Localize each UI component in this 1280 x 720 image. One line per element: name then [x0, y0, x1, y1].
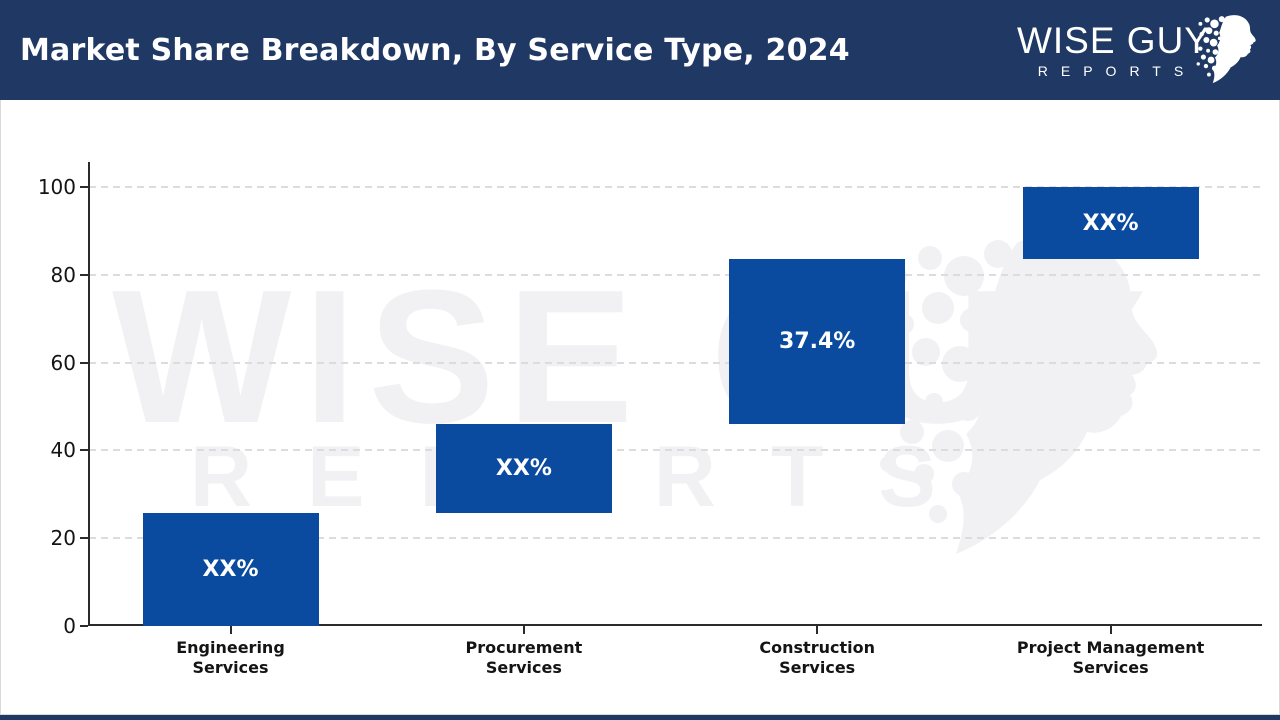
y-tick-label: 80 — [50, 262, 76, 287]
x-category-label: Procurement Services — [374, 638, 674, 678]
y-tick-label: 0 — [63, 614, 76, 638]
bottom-border-line — [0, 714, 1280, 715]
x-tick-mark — [816, 626, 819, 634]
gridline-20 — [89, 537, 1262, 540]
y-tick-mark — [80, 361, 88, 364]
y-tick-label: 60 — [50, 350, 76, 375]
x-tick-mark — [1109, 626, 1112, 634]
x-category-label-line: Services — [779, 658, 856, 677]
x-tick-mark — [522, 626, 525, 634]
brand-subname: REPORTS — [1037, 63, 1197, 79]
x-category-label-line: Services — [1072, 658, 1149, 677]
brand-logo-text: WISE GUY REPORTS — [1017, 22, 1210, 78]
x-axis-line — [89, 624, 1262, 626]
gridline-60 — [89, 361, 1262, 364]
bottom-brand-strip — [0, 715, 1280, 720]
x-tick-mark — [229, 626, 232, 634]
bar-value-label: XX% — [202, 556, 259, 582]
bar-construction-services: 37.4% — [729, 259, 906, 424]
gridline-100 — [89, 186, 1262, 188]
dotted-head-profile-icon — [1196, 15, 1256, 84]
y-tick-label: 100 — [37, 175, 76, 199]
x-category-label-line: Services — [485, 658, 562, 677]
x-category-label: Engineering Services — [81, 638, 381, 678]
y-tick-mark — [80, 273, 88, 276]
y-tick-mark — [80, 537, 88, 540]
bar-value-label: XX% — [1082, 210, 1139, 236]
header: Market Share Breakdown, By Service Type,… — [0, 0, 1280, 100]
bar-project-management-services: XX% — [1022, 187, 1199, 260]
x-category-label-line: Procurement — [465, 638, 583, 657]
x-category-label-line: Engineering — [176, 638, 285, 657]
gridline-80 — [89, 273, 1262, 276]
left-border — [0, 100, 1, 720]
bar-value-label: XX% — [495, 455, 552, 481]
x-category-label: Project Management Services — [961, 638, 1261, 678]
x-category-label: Construction Services — [667, 638, 967, 678]
page-title: Market Share Breakdown, By Service Type,… — [20, 32, 850, 68]
y-tick-mark — [80, 449, 88, 452]
y-tick-label: 40 — [50, 438, 76, 463]
gridline-40 — [89, 449, 1262, 452]
x-category-label-line: Services — [192, 658, 269, 677]
bar-engineering-services: XX% — [142, 512, 319, 626]
brand-logo: WISE GUY REPORTS — [1017, 14, 1258, 86]
bar-procurement-services: XX% — [435, 423, 612, 513]
x-category-label-line: Project Management — [1016, 638, 1205, 657]
brand-name: WISE GUY — [1016, 20, 1210, 61]
x-category-label-line: Construction — [759, 638, 875, 657]
bar-value-label: 37.4% — [779, 329, 856, 354]
y-axis-line — [88, 162, 90, 626]
y-tick-mark — [80, 186, 88, 188]
y-tick-mark — [80, 625, 88, 627]
y-tick-label: 20 — [50, 526, 76, 551]
